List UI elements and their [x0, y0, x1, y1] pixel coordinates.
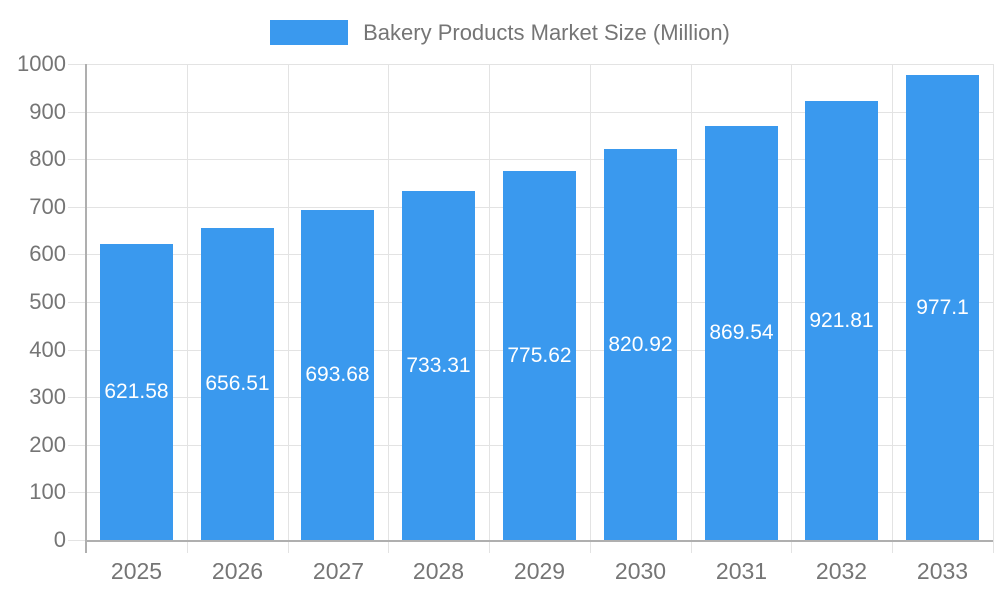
y-axis-tick [68, 397, 86, 398]
x-gridline [892, 64, 893, 553]
bar-value-label: 775.62 [507, 343, 572, 367]
y-axis-tick [68, 64, 86, 65]
y-axis-tick-label: 400 [29, 337, 66, 362]
x-gridline [691, 64, 692, 553]
y-axis-tick [68, 445, 86, 446]
y-gridline [86, 159, 993, 160]
bar-value-label: 820.92 [608, 332, 673, 356]
bar: 693.68 [301, 210, 374, 540]
y-axis-tick-label: 700 [29, 194, 66, 219]
y-axis-tick-label: 800 [29, 146, 66, 171]
x-axis-tick-label: 2032 [815, 558, 868, 584]
x-axis-tick-label: 2025 [110, 558, 163, 584]
bar: 921.81 [805, 101, 878, 540]
x-gridline [187, 64, 188, 553]
x-axis-tick-label: 2033 [916, 558, 969, 584]
x-gridline [590, 64, 591, 553]
y-gridline [86, 112, 993, 113]
y-axis-tick-label: 100 [29, 479, 66, 504]
bar: 733.31 [402, 191, 475, 540]
x-gridline [288, 64, 289, 553]
bar: 621.58 [100, 244, 173, 540]
x-gridline [489, 64, 490, 553]
y-axis-tick [68, 207, 86, 208]
bar-value-label: 977.1 [916, 295, 969, 319]
y-axis-tick-label: 0 [53, 527, 66, 552]
x-gridline [791, 64, 792, 553]
y-axis-tick [68, 112, 86, 113]
bar-value-label: 693.68 [305, 363, 370, 386]
y-axis-tick [68, 302, 86, 303]
bar: 656.51 [201, 228, 274, 540]
y-axis-tick-label: 600 [29, 241, 66, 266]
legend-label[interactable]: Bakery Products Market Size (Million) [363, 20, 730, 45]
legend-swatch-icon[interactable] [270, 20, 349, 45]
y-axis-tick [68, 540, 86, 541]
y-axis-tick-label: 200 [29, 432, 66, 457]
y-axis-tick [68, 254, 86, 255]
x-axis-tick-label: 2029 [513, 558, 566, 584]
y-axis-line [85, 64, 87, 553]
bar: 869.54 [705, 126, 778, 540]
y-gridline [86, 64, 993, 65]
bar-value-label: 869.54 [709, 321, 774, 344]
bar: 775.62 [503, 171, 576, 540]
bar-value-label: 733.31 [406, 353, 471, 377]
y-axis-tick [68, 159, 86, 160]
x-axis-tick-label: 2031 [715, 558, 768, 584]
y-axis-tick-label: 1000 [17, 51, 66, 76]
x-axis-tick-label: 2030 [614, 558, 667, 584]
x-axis-tick-label: 2028 [412, 558, 465, 584]
y-axis-tick [68, 350, 86, 351]
legend: Bakery Products Market Size (Million) [0, 20, 1000, 45]
x-axis-tick-label: 2026 [211, 558, 264, 584]
y-axis-tick-label: 900 [29, 99, 66, 124]
x-gridline [388, 64, 389, 553]
bar-value-label: 921.81 [809, 308, 874, 332]
bar: 820.92 [604, 149, 677, 540]
y-axis-tick-label: 500 [29, 289, 66, 314]
y-axis-tick [68, 492, 86, 493]
bar: 977.1 [906, 75, 979, 540]
x-axis-line [86, 540, 993, 542]
bar-value-label: 621.58 [104, 380, 169, 403]
y-axis-tick-label: 300 [29, 384, 66, 409]
bar-value-label: 656.51 [205, 372, 270, 395]
x-gridline [993, 64, 994, 553]
x-axis-tick-label: 2027 [312, 558, 365, 584]
